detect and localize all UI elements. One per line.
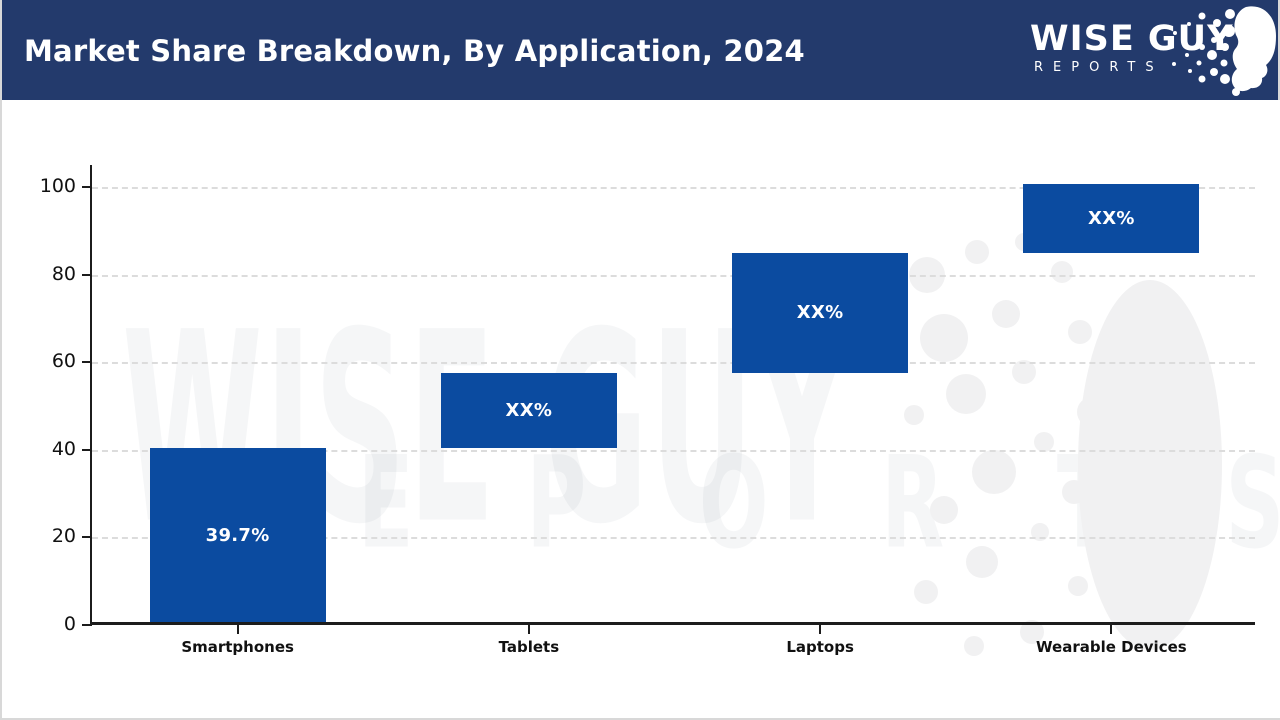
gridline-100 (92, 186, 1255, 189)
y-tick-100 (82, 185, 92, 188)
x-tick-smartphones (236, 625, 239, 634)
bar-segment-laptops: XX% (732, 252, 909, 374)
gridline-40 (92, 449, 1255, 452)
y-tick-0 (82, 624, 92, 626)
y-tick-label-80: 80 (51, 262, 76, 285)
y-tick-40 (82, 448, 92, 451)
x-axis-label-tablets: Tablets (498, 638, 560, 656)
page-title: Market Share Breakdown, By Application, … (24, 34, 805, 68)
logo-wordmark: WISE GUY REPORTS (1030, 19, 1234, 76)
bar-value-label-laptops: XX% (796, 302, 844, 324)
bar-segment-smartphones: 39.7% (149, 448, 326, 622)
bar-segment-tablets: XX% (440, 373, 617, 449)
wise-guy-logo: WISE GUY REPORTS (1024, 0, 1276, 96)
y-tick-80 (82, 273, 92, 276)
bar-value-label-tablets: XX% (505, 400, 553, 422)
header: Market Share Breakdown, By Application, … (2, 0, 1278, 100)
plot-area: 0 20 40 60 80 100 39.7% Smartphones XX% Tablets XX… (40, 165, 1255, 656)
logo-head-icon (1172, 6, 1276, 96)
chart-area: WISE GUY R E P O R T S 02040608010039.7%… (2, 100, 1280, 718)
x-tick-laptops (819, 625, 822, 634)
bar-value-label-wearable-devices: XX% (1088, 207, 1135, 229)
y-tick-60 (82, 361, 92, 364)
gridline-80 (92, 274, 1255, 277)
x-tick-wearable-devices (1110, 625, 1113, 634)
gridline-60 (92, 362, 1255, 365)
gridline-20 (92, 537, 1255, 540)
logo-subtitle: REPORTS (1034, 60, 1164, 75)
y-tick-label-40: 40 (51, 437, 76, 460)
x-axis-label-wearable-devices: Wearable Devices (1036, 638, 1187, 656)
bar-value-label-smartphones: 39.7% (205, 524, 270, 546)
y-tick-label-100: 100 (39, 174, 76, 197)
y-tick-20 (82, 536, 92, 539)
x-axis-label-smartphones: Smartphones (181, 638, 294, 656)
y-tick-label-0: 0 (63, 613, 76, 635)
x-tick-tablets (527, 625, 530, 634)
logo-title: WISE GUY (1030, 19, 1234, 59)
y-tick-label-20: 20 (51, 525, 76, 548)
x-axis-label-laptops: Laptops (786, 638, 854, 656)
bar-segment-wearable-devices: XX% (1023, 183, 1200, 253)
y-tick-label-60: 60 (51, 350, 76, 373)
